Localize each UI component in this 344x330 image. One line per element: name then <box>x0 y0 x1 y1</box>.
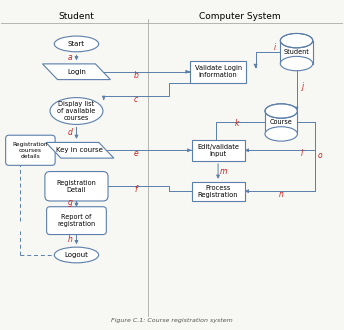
Text: Student: Student <box>58 12 94 20</box>
Text: Login: Login <box>67 69 86 75</box>
Text: Registration
courses
details: Registration courses details <box>13 142 48 159</box>
FancyBboxPatch shape <box>46 207 106 235</box>
Ellipse shape <box>50 98 103 124</box>
Text: Validate Login
information: Validate Login information <box>194 65 241 78</box>
Bar <box>192 182 245 201</box>
Text: m: m <box>220 167 227 176</box>
Text: n: n <box>279 190 284 199</box>
Text: Computer System: Computer System <box>200 12 281 20</box>
Text: e: e <box>134 149 139 158</box>
Text: c: c <box>134 95 138 104</box>
Text: o: o <box>318 151 323 160</box>
FancyBboxPatch shape <box>6 135 55 165</box>
Text: k: k <box>235 118 239 128</box>
Text: Start: Start <box>68 41 85 47</box>
Text: g: g <box>68 198 73 208</box>
Text: a: a <box>68 53 73 62</box>
Text: Display list
of available
courses: Display list of available courses <box>57 101 96 121</box>
Text: Logout: Logout <box>65 252 88 258</box>
Text: Key in course: Key in course <box>56 147 103 153</box>
Bar <box>192 140 245 161</box>
Text: h: h <box>68 235 73 244</box>
Text: b: b <box>134 71 139 80</box>
Text: Student: Student <box>283 49 310 55</box>
Text: Edit/validate
Input: Edit/validate Input <box>197 144 239 157</box>
Text: j: j <box>302 82 304 91</box>
Text: Process
Registration: Process Registration <box>198 185 238 198</box>
Text: Report of
registration: Report of registration <box>57 214 96 227</box>
Text: i: i <box>273 43 276 52</box>
Text: Figure C.1: Course registration system: Figure C.1: Course registration system <box>111 318 233 323</box>
Text: l: l <box>301 149 303 158</box>
Text: f: f <box>135 185 138 194</box>
Ellipse shape <box>54 36 99 52</box>
Text: d: d <box>68 128 73 137</box>
Text: Registration
Detail: Registration Detail <box>56 180 96 193</box>
Polygon shape <box>43 64 110 80</box>
Ellipse shape <box>54 247 99 263</box>
Bar <box>280 41 313 64</box>
Ellipse shape <box>265 104 298 118</box>
Bar <box>190 61 246 83</box>
Ellipse shape <box>280 56 313 71</box>
Polygon shape <box>46 143 114 158</box>
FancyBboxPatch shape <box>45 172 108 201</box>
Text: Course: Course <box>270 119 292 125</box>
Bar <box>265 111 298 134</box>
Ellipse shape <box>265 127 298 141</box>
Ellipse shape <box>280 33 313 48</box>
